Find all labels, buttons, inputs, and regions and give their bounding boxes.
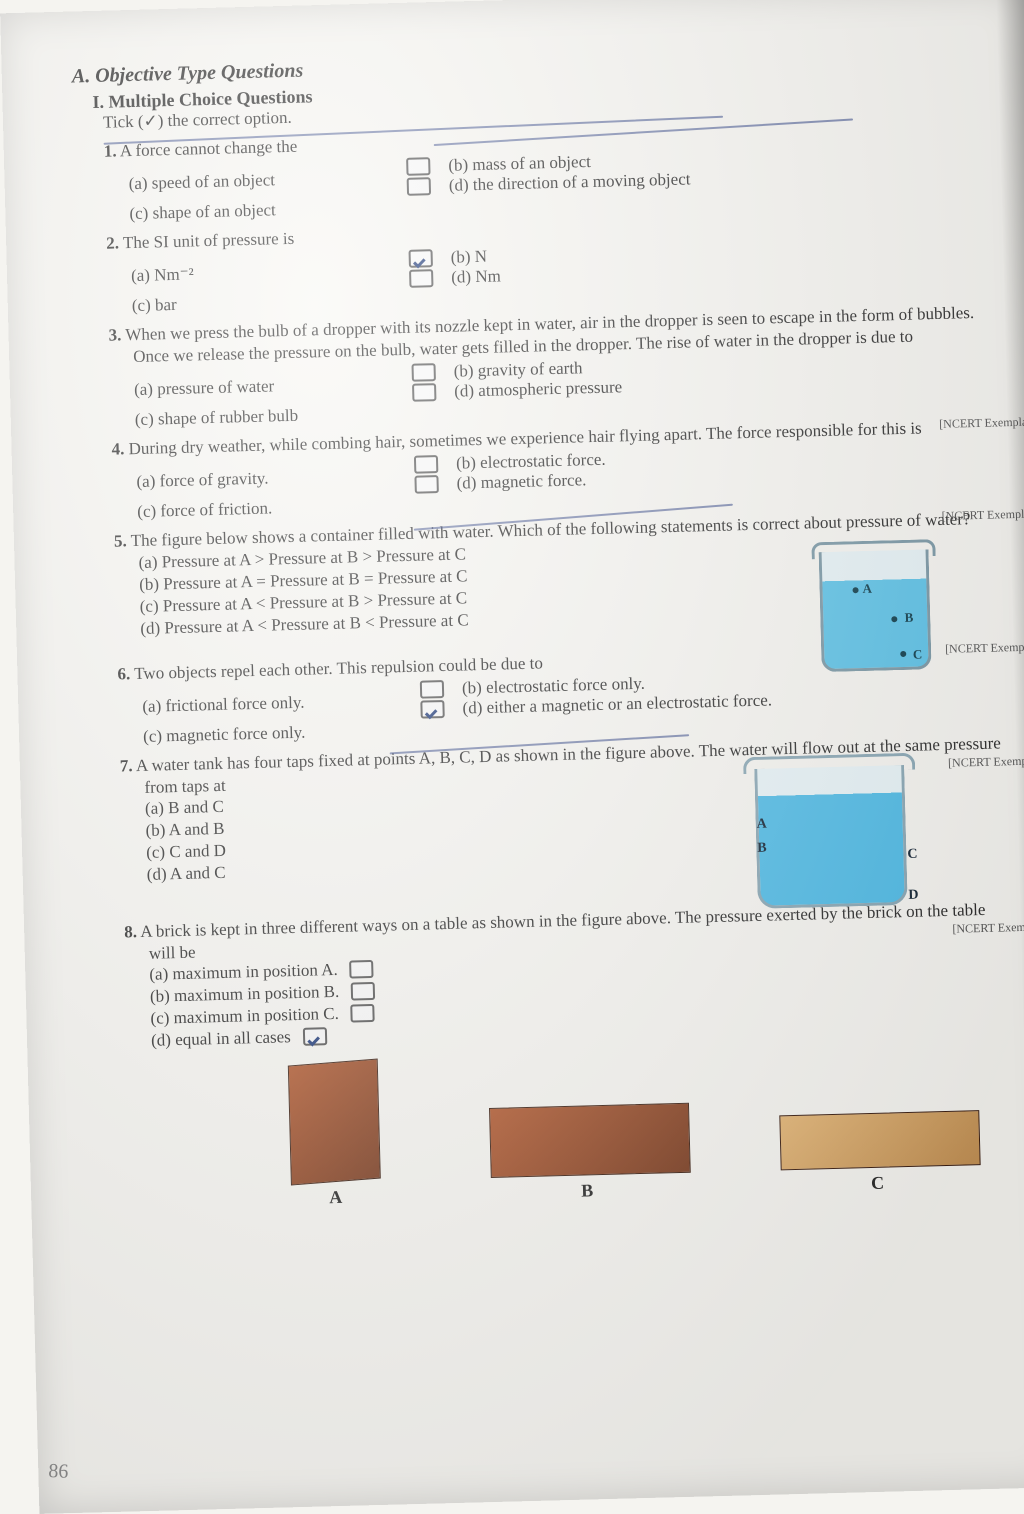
question-6: 6. Two objects repel each other. This re… xyxy=(117,640,1003,747)
q6-opt-c: (c) magnetic force only. xyxy=(143,720,403,747)
q8-opt-b: (b) maximum in position B. xyxy=(150,982,340,1007)
brick-label-C: C xyxy=(871,1173,885,1194)
brick-A xyxy=(288,1059,381,1186)
bricks-figure: A B C xyxy=(148,1036,1016,1209)
q2-num: 2. xyxy=(106,233,119,252)
q2-box-top[interactable] xyxy=(409,249,433,268)
q8-opt-d: (d) equal in all cases xyxy=(151,1027,291,1051)
q6-box-top[interactable] xyxy=(420,680,444,699)
beaker7-label-C: C xyxy=(907,846,918,862)
question-5: 5. The figure below shows a container fi… xyxy=(114,508,1001,639)
q7-num: 7. xyxy=(120,756,133,775)
q1-box-cd[interactable] xyxy=(407,177,431,196)
q8-box-c[interactable] xyxy=(351,1004,375,1023)
q6-opt-a: (a) frictional force only. xyxy=(142,690,402,717)
q1-box-ab[interactable] xyxy=(406,157,430,176)
q8-stem: A brick is kept in three different ways … xyxy=(140,900,986,963)
q2-stem: The SI unit of pressure is xyxy=(123,229,295,252)
q8-num: 8. xyxy=(124,922,137,941)
q4-opt-c: (c) force of friction. xyxy=(137,496,397,523)
beaker7-label-B: B xyxy=(757,840,767,856)
q8-box-d[interactable] xyxy=(303,1027,327,1046)
beaker5-label-B: B xyxy=(904,610,913,626)
q5-num: 5. xyxy=(114,532,127,551)
q1-opt-a: (a) speed of an object xyxy=(128,167,388,194)
q3-opt-c: (c) shape of rubber bulb xyxy=(135,404,395,431)
q1-opt-c: (c) shape of an object xyxy=(129,197,389,224)
page-number: 86 xyxy=(48,1460,69,1484)
q6-num: 6. xyxy=(117,664,130,683)
q8-box-a[interactable] xyxy=(349,960,373,979)
q8-tag: [NCERT Exemplar] xyxy=(976,919,1024,936)
brick-label-B: B xyxy=(581,1180,594,1201)
beaker-q7-figure: A B C D xyxy=(754,765,908,909)
q3-num: 3. xyxy=(108,326,121,345)
question-7: 7. A water tank has four taps fixed at p… xyxy=(120,732,1007,885)
brick-label-A: A xyxy=(329,1187,343,1208)
brick-B xyxy=(489,1103,691,1178)
q4-box-top[interactable] xyxy=(414,456,438,475)
q6-box-bot[interactable] xyxy=(420,700,444,719)
q8-opt-c: (c) maximum in position C. xyxy=(150,1004,339,1029)
q4-box-bot[interactable] xyxy=(414,476,438,495)
question-4: 4. During dry weather, while combing hai… xyxy=(111,416,997,523)
question-8: 8. A brick is kept in three different wa… xyxy=(124,898,1015,1209)
q2-opt-a: (a) Nm⁻² xyxy=(131,259,391,286)
question-3: 3. When we press the bulb of a dropper w… xyxy=(108,302,994,431)
q3-opt-a: (a) pressure of water xyxy=(134,374,394,401)
beaker5-label-A: A xyxy=(862,581,872,597)
beaker7-label-A: A xyxy=(756,816,767,832)
q8-box-b[interactable] xyxy=(351,982,375,1001)
questions: 1. A force cannot change the (a) speed o… xyxy=(104,118,1016,1210)
q3-box-bot[interactable] xyxy=(412,383,436,402)
q3-box-top[interactable] xyxy=(411,364,435,383)
q4-num: 4. xyxy=(111,440,124,459)
question-2: 2. The SI unit of pressure is (a) Nm⁻² (… xyxy=(106,210,992,317)
textbook-page: A. Objective Type Questions I. Multiple … xyxy=(0,0,1024,1514)
q2-box-bot[interactable] xyxy=(409,269,433,288)
q2-opt-c: (c) bar xyxy=(132,289,392,316)
question-1: 1. A force cannot change the (a) speed o… xyxy=(104,118,990,225)
brick-C xyxy=(779,1110,980,1170)
q4-opt-a: (a) force of gravity. xyxy=(136,466,396,493)
